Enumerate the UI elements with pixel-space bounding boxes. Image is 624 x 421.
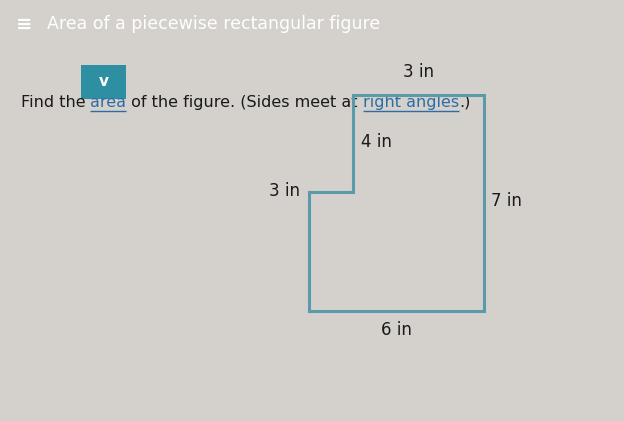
FancyBboxPatch shape: [81, 65, 126, 99]
Text: ≡: ≡: [16, 15, 32, 34]
Text: Find the: Find the: [21, 95, 90, 110]
Text: 4 in: 4 in: [361, 133, 391, 151]
Text: v: v: [99, 75, 109, 89]
Text: 3 in: 3 in: [402, 63, 434, 81]
Text: Area of a piecewise rectangular figure: Area of a piecewise rectangular figure: [47, 15, 380, 33]
Text: right angles: right angles: [363, 95, 459, 110]
Text: 3 in: 3 in: [268, 182, 300, 200]
Text: of the figure. (Sides meet at: of the figure. (Sides meet at: [126, 95, 363, 110]
Text: 7 in: 7 in: [491, 192, 522, 210]
Text: area: area: [90, 95, 126, 110]
Text: .): .): [459, 95, 470, 110]
Text: 6 in: 6 in: [381, 321, 412, 339]
